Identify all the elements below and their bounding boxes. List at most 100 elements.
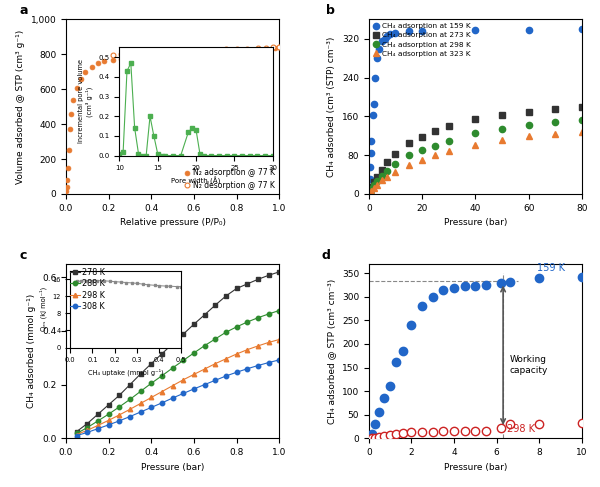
288 K <box>244 319 251 325</box>
N₂ adsorption @ 77 K <box>169 55 176 60</box>
CH₄ adsorption at 323 K <box>418 157 425 163</box>
278 K <box>223 293 230 299</box>
CH₄ adsorption at 298 K <box>367 188 374 194</box>
CH₄ adsorption at 159 K <box>366 184 373 189</box>
288 K <box>84 425 91 431</box>
N₂ adsorption @ 77 K <box>233 54 240 59</box>
CH₄ adsorption at 323 K <box>472 142 479 148</box>
CH₄ adsorption at 298 K <box>552 119 559 125</box>
288 K <box>73 431 80 436</box>
CH₄ adsorption at 273 K <box>368 184 375 190</box>
CH₄ adsorption at 298 K <box>365 190 373 196</box>
Line: CH₄ adsorption at 323 K: CH₄ adsorption at 323 K <box>366 129 585 197</box>
308 K <box>84 430 91 435</box>
N₂ desorption @ 77 K <box>201 48 208 54</box>
CH₄ adsorption at 323 K <box>525 133 532 139</box>
288 K <box>127 396 134 402</box>
298 K <box>190 372 197 377</box>
X-axis label: Pressure (bar): Pressure (bar) <box>444 463 507 471</box>
Text: d: d <box>322 248 331 262</box>
CH₄ adsorption at 273 K <box>366 189 373 195</box>
N₂ adsorption @ 77 K <box>271 45 278 51</box>
Legend: CH₄ adsorption at 159 K, CH₄ adsorption at 273 K, CH₄ adsorption at 298 K, CH₄ a: CH₄ adsorption at 159 K, CH₄ adsorption … <box>373 23 471 56</box>
278 K <box>158 351 166 356</box>
Y-axis label: Volume adsorbed @ STP (cm³ g⁻¹): Volume adsorbed @ STP (cm³ g⁻¹) <box>16 30 25 184</box>
298 K <box>73 431 80 437</box>
CH₄ adsorption at 273 K <box>432 128 439 134</box>
N₂ adsorption @ 77 K <box>82 69 89 75</box>
308 K <box>148 405 155 411</box>
X-axis label: Pressure (bar): Pressure (bar) <box>141 463 204 471</box>
CH₄ adsorption at 323 K <box>578 129 586 135</box>
N₂ adsorption @ 77 K <box>109 57 116 63</box>
CH₄ adsorption at 323 K <box>365 191 373 197</box>
278 K <box>148 361 155 367</box>
CH₄ adsorption at 159 K <box>373 56 380 61</box>
N₂ adsorption @ 77 K <box>94 60 101 66</box>
288 K <box>254 315 262 320</box>
288 K <box>201 343 208 349</box>
298 K <box>169 383 176 389</box>
Text: Working
capacity: Working capacity <box>509 356 548 375</box>
CH₄ adsorption at 273 K <box>379 167 386 173</box>
CH₄ adsorption at 298 K <box>499 126 506 131</box>
278 K <box>105 402 112 408</box>
N₂ adsorption @ 77 K <box>65 148 72 153</box>
278 K <box>244 281 251 287</box>
278 K <box>190 321 197 327</box>
Line: N₂ desorption @ 77 K: N₂ desorption @ 77 K <box>110 44 281 57</box>
CH₄ adsorption at 323 K <box>367 189 374 195</box>
N₂ desorption @ 77 K <box>137 51 144 56</box>
N₂ desorption @ 77 K <box>212 47 219 53</box>
CH₄ adsorption at 298 K <box>371 182 378 188</box>
CH₄ adsorption at 273 K <box>472 116 479 122</box>
CH₄ adsorption at 273 K <box>578 104 586 110</box>
CH₄ adsorption at 323 K <box>499 137 506 143</box>
308 K <box>116 418 123 424</box>
CH₄ adsorption at 159 K <box>418 28 425 34</box>
N₂ adsorption @ 77 K <box>68 111 75 117</box>
N₂ adsorption @ 77 K <box>158 55 166 60</box>
298 K <box>254 343 262 349</box>
298 K <box>265 339 272 345</box>
Text: a: a <box>19 4 28 17</box>
CH₄ adsorption at 298 K <box>366 189 373 195</box>
N₂ adsorption @ 77 K <box>148 55 155 61</box>
N₂ adsorption @ 77 K <box>179 55 187 60</box>
Y-axis label: CH₄ adsorbed @ STP (cm³ cm⁻³): CH₄ adsorbed @ STP (cm³ cm⁻³) <box>327 279 336 424</box>
Text: 298 K: 298 K <box>508 424 535 434</box>
N₂ adsorption @ 77 K <box>63 184 70 190</box>
N₂ adsorption @ 77 K <box>73 85 80 91</box>
N₂ adsorption @ 77 K <box>201 54 208 60</box>
CH₄ adsorption at 323 K <box>368 187 375 193</box>
N₂ desorption @ 77 K <box>118 52 125 57</box>
278 K <box>265 272 272 278</box>
Y-axis label: CH₄ adsorbed (cm³ (STP) cm⁻³): CH₄ adsorbed (cm³ (STP) cm⁻³) <box>327 37 336 177</box>
Line: CH₄ adsorption at 273 K: CH₄ adsorption at 273 K <box>366 104 585 197</box>
CH₄ adsorption at 159 K <box>372 75 379 80</box>
N₂ adsorption @ 77 K <box>254 52 262 58</box>
CH₄ adsorption at 159 K <box>368 138 375 144</box>
CH₄ adsorption at 159 K <box>472 27 479 33</box>
CH₄ adsorption at 159 K <box>379 38 386 44</box>
298 K <box>158 389 166 394</box>
CH₄ adsorption at 323 K <box>392 169 399 175</box>
308 K <box>244 366 251 372</box>
N₂ desorption @ 77 K <box>179 49 187 55</box>
N₂ adsorption @ 77 K <box>244 54 251 59</box>
308 K <box>201 382 208 388</box>
N₂ adsorption @ 77 K <box>66 127 73 132</box>
N₂ desorption @ 77 K <box>223 47 230 53</box>
288 K <box>148 380 155 386</box>
CH₄ adsorption at 323 K <box>405 162 412 168</box>
CH₄ adsorption at 159 K <box>365 188 373 194</box>
308 K <box>73 432 80 438</box>
288 K <box>105 411 112 417</box>
N₂ desorption @ 77 K <box>263 45 270 51</box>
Line: N₂ adsorption @ 77 K: N₂ adsorption @ 77 K <box>64 44 281 194</box>
N₂ desorption @ 77 K <box>158 50 166 56</box>
298 K <box>105 417 112 423</box>
N₂ adsorption @ 77 K <box>101 58 108 64</box>
298 K <box>179 377 187 383</box>
CH₄ adsorption at 298 K <box>445 138 452 144</box>
